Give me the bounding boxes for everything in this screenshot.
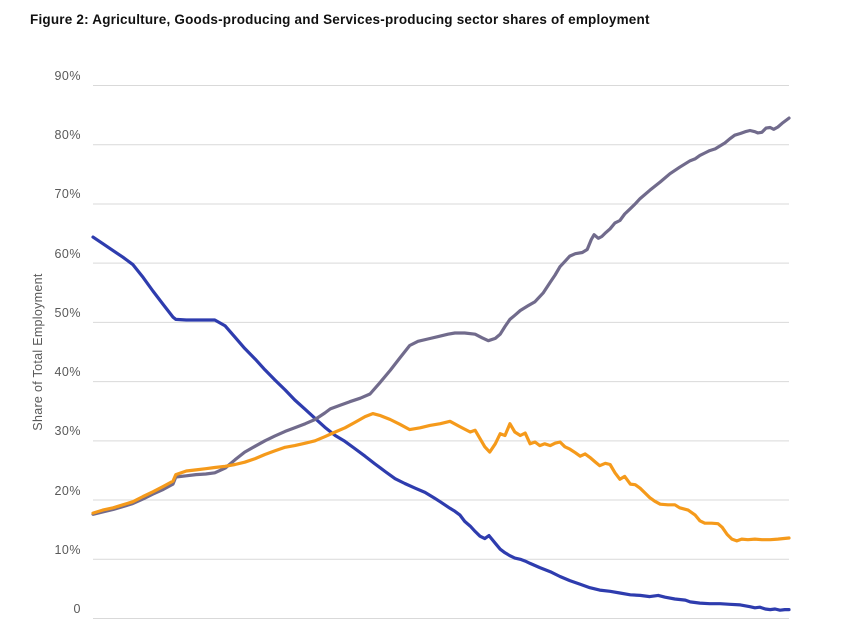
y-tick-label: 80% [54, 128, 81, 143]
y-tick-label: 20% [54, 483, 81, 498]
goods-producing-line [91, 412, 791, 543]
y-tick-label: 90% [54, 69, 81, 83]
gridlines [93, 85, 789, 619]
y-tick-label: 0 [73, 602, 81, 616]
figure-title: Figure 2: Agriculture, Goods-producing a… [30, 12, 650, 27]
y-tick-label: 30% [54, 424, 81, 439]
y-tick-label: 70% [54, 187, 81, 202]
y-tick-label: 10% [54, 542, 81, 557]
agriculture-line [91, 235, 791, 612]
y-tick-label: 60% [54, 246, 81, 261]
services-producing-line [91, 116, 791, 516]
y-tick-label: 40% [54, 365, 81, 380]
chart-series [91, 116, 791, 612]
y-tick-label: 50% [54, 305, 81, 320]
